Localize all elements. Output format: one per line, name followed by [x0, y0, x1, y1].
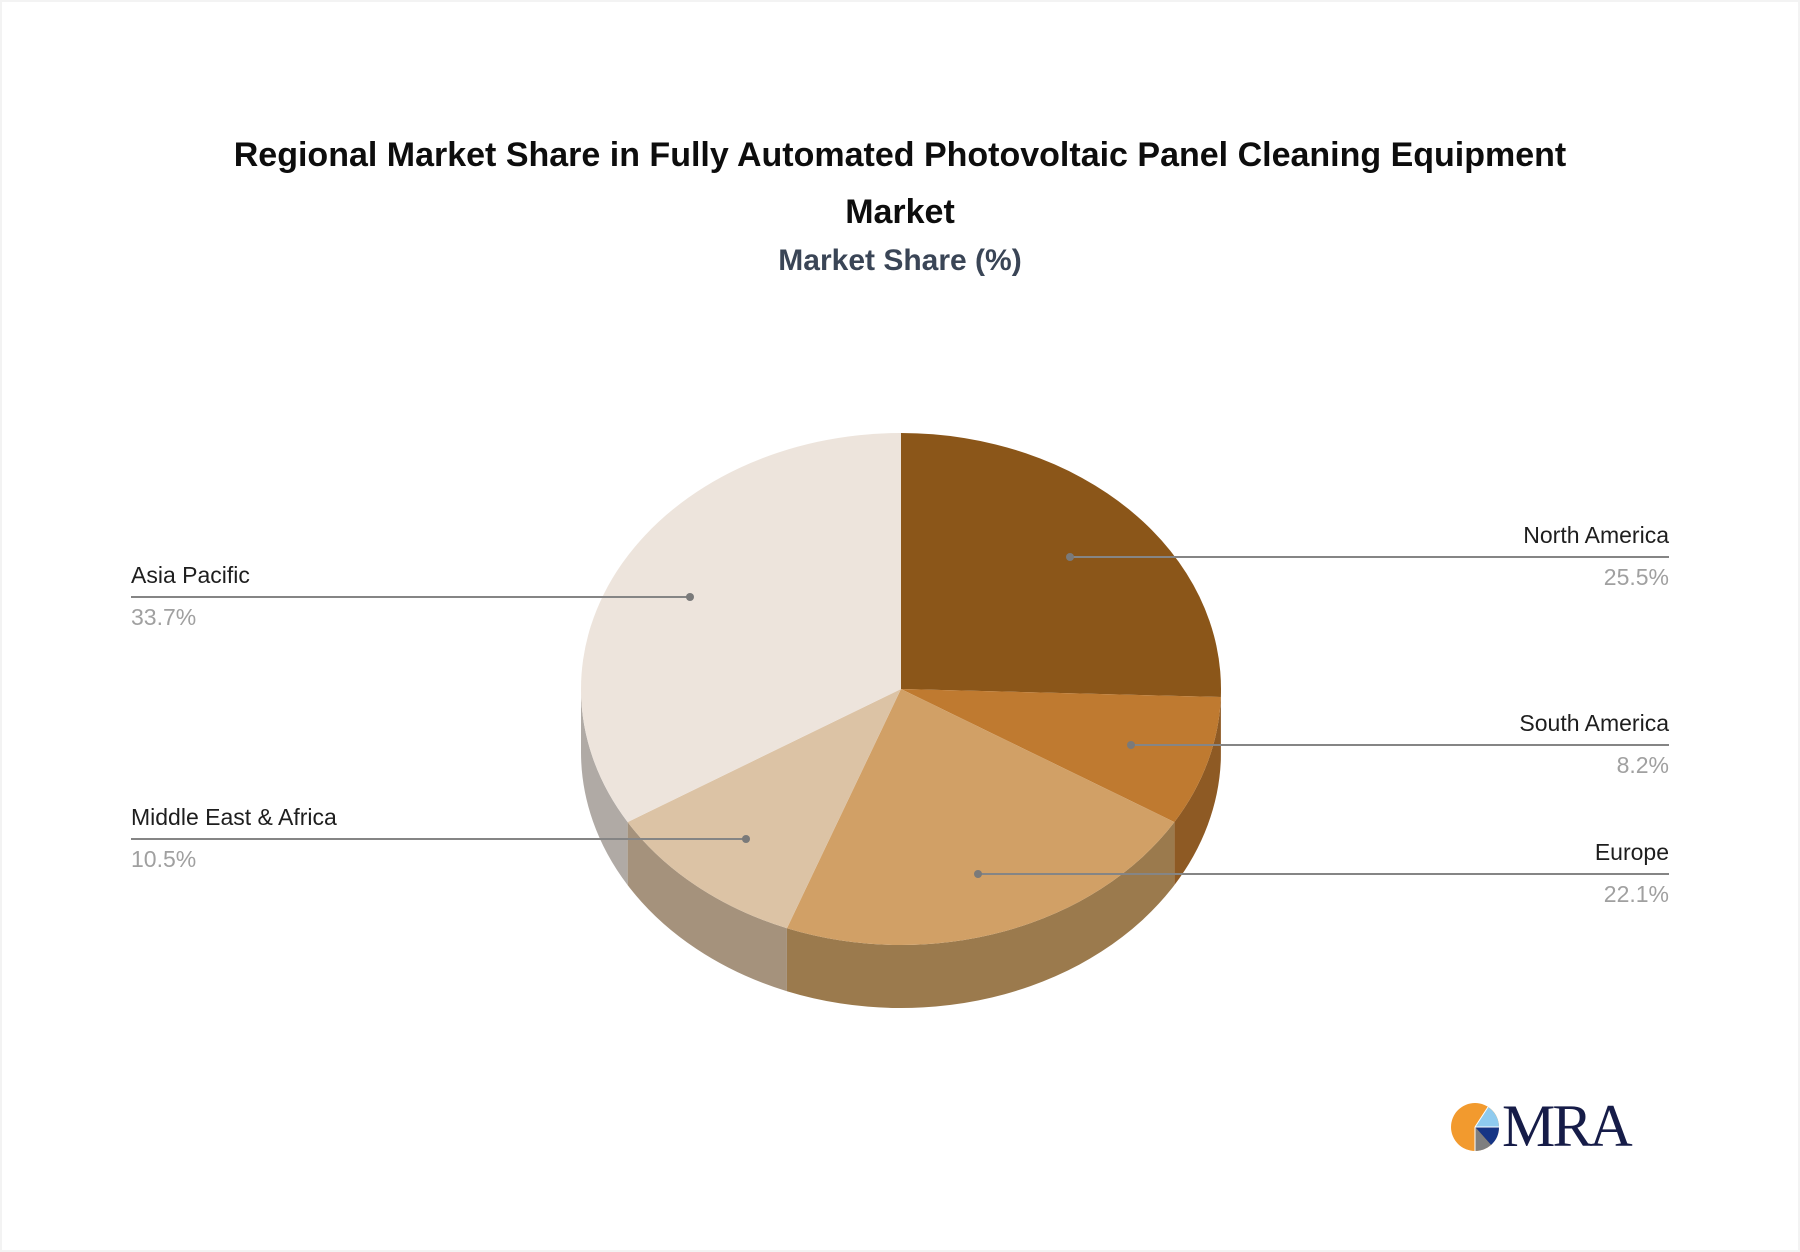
leader-dot	[742, 835, 750, 843]
pie-slice-middle-east-africa[interactable]	[627, 689, 901, 929]
value-europe: 22.1%	[1603, 881, 1669, 907]
pie-slice-asia-pacific[interactable]	[581, 433, 901, 823]
pie-slice-europe[interactable]	[786, 689, 1175, 946]
pie-side-south-america	[1174, 697, 1221, 886]
pie-top-faces	[581, 433, 1221, 946]
pie-extrusion	[581, 689, 1221, 1009]
logo-pie-icon	[1451, 1103, 1500, 1152]
label-north-america: North America	[1523, 522, 1669, 548]
label-middle-east-africa: Middle East & Africa	[131, 804, 337, 830]
leader-dot	[1066, 553, 1074, 561]
value-north-america: 25.5%	[1603, 564, 1669, 590]
chart-subtitle: Market Share (%)	[778, 244, 1022, 277]
chart-title-line-2: Market	[845, 193, 955, 231]
logo-text: MRA	[1502, 1093, 1633, 1159]
pie-side-middle-east-africa	[627, 822, 787, 992]
leader-dot	[1127, 741, 1135, 749]
chart-title-line-1: Regional Market Share in Fully Automated…	[233, 136, 1567, 174]
label-asia-pacific: Asia Pacific	[131, 562, 250, 588]
leader-lines	[131, 553, 1669, 878]
leader-dot	[686, 593, 694, 601]
mra-logo: MRA	[1450, 1096, 1650, 1156]
leader-dot	[974, 870, 982, 878]
value-middle-east-africa: 10.5%	[131, 846, 197, 872]
pie-slice-south-america[interactable]	[901, 689, 1221, 823]
value-south-america: 8.2%	[1616, 752, 1669, 778]
value-asia-pacific: 33.7%	[131, 604, 197, 630]
pie-slice-north-america[interactable]	[901, 433, 1221, 698]
pie-side-asia-pacific	[581, 689, 628, 886]
label-europe: Europe	[1594, 839, 1669, 865]
label-south-america: South America	[1519, 710, 1669, 736]
pie-side-europe	[786, 822, 1175, 1009]
